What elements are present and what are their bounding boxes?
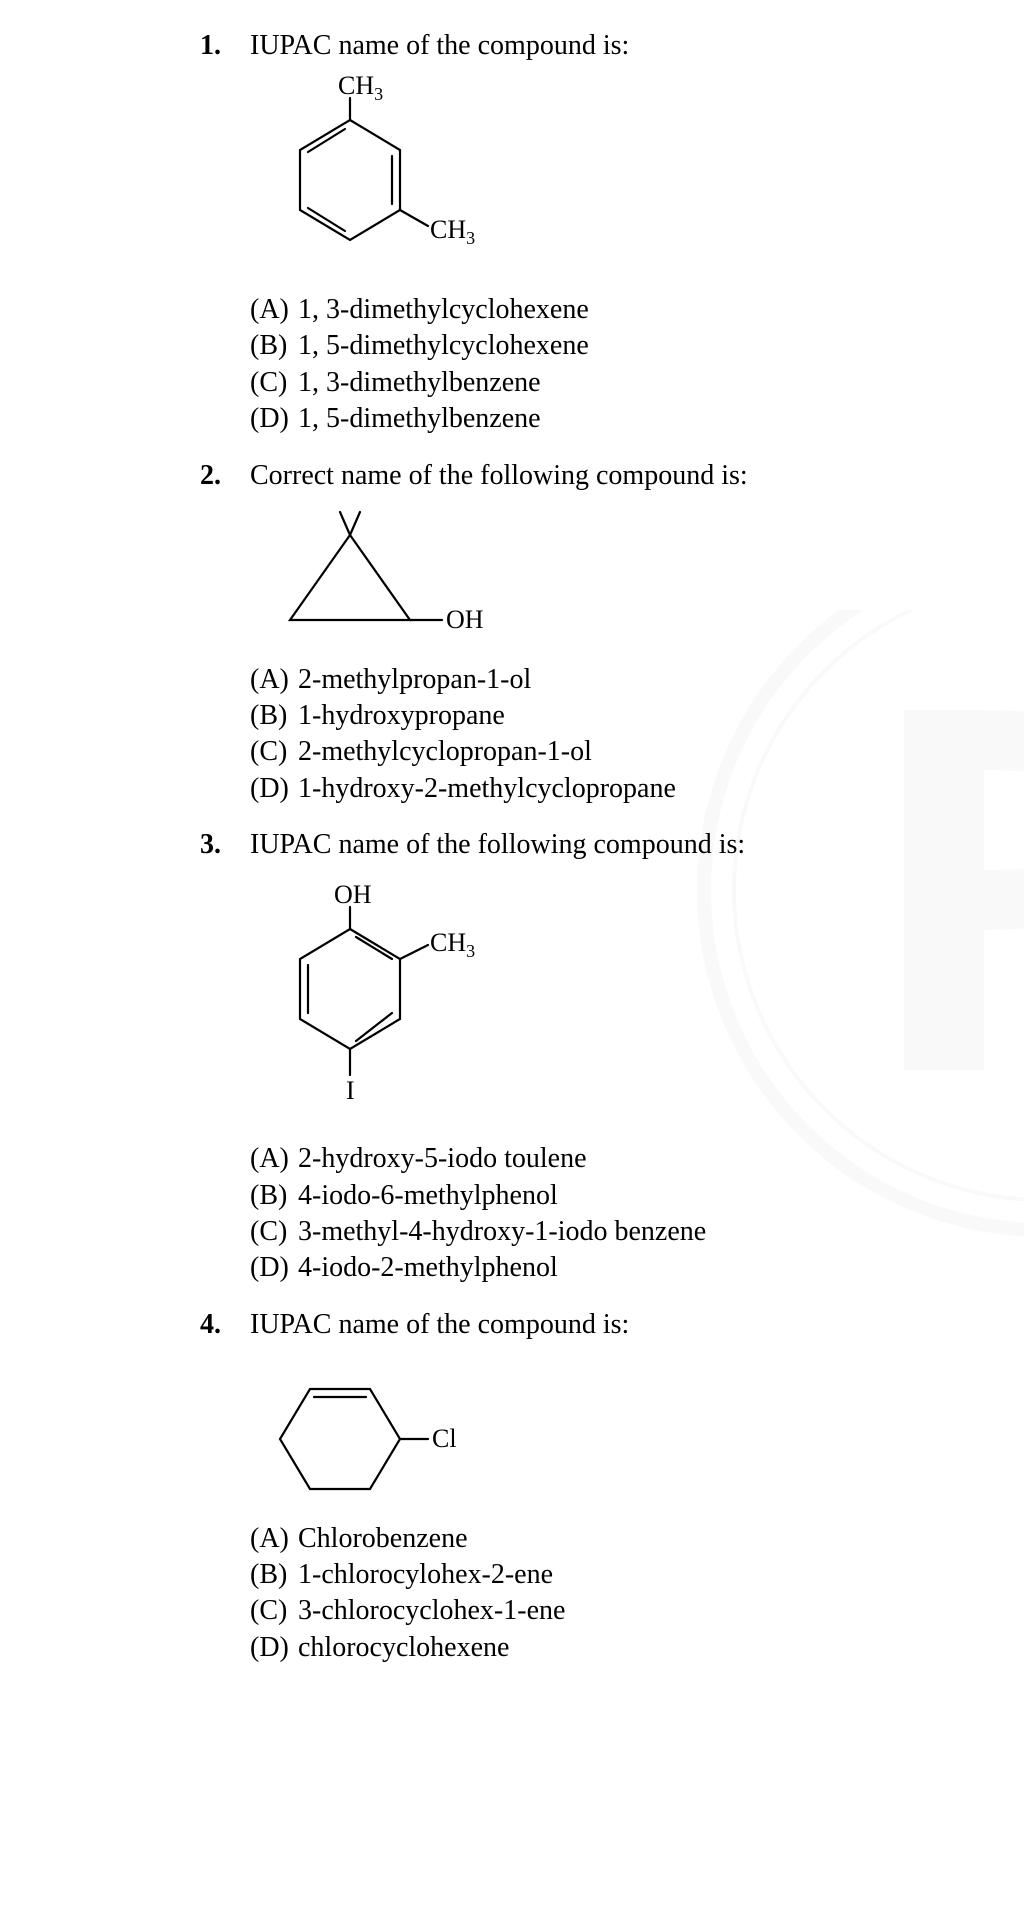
svg-text:Cl: Cl (432, 1424, 457, 1453)
question-1: 1. IUPAC name of the compound is: (200, 30, 980, 438)
q1-opt-C: (C)1, 3-dimethylbenzene (250, 365, 980, 401)
q2-text: Correct name of the following compound i… (250, 460, 980, 492)
page-content: 1. IUPAC name of the compound is: (0, 0, 1020, 1748)
q4-opt-D: (D)chlorocyclohexene (250, 1630, 980, 1666)
svg-text:CH3: CH3 (430, 928, 475, 961)
q4-opt-B: (B)1-chlorocylohex-2-ene (250, 1557, 980, 1593)
q4-structure: Cl (250, 1349, 980, 1517)
q1-structure: CH3 CH3 (250, 70, 980, 288)
q3-number: 3. (200, 829, 250, 861)
question-4: 4. IUPAC name of the compound is: Cl (200, 1309, 980, 1667)
q2-opt-B: (B)1-hydroxypropane (250, 698, 980, 734)
svg-text:CH3: CH3 (338, 71, 383, 104)
svg-text:OH: OH (334, 880, 372, 909)
q1-opt-D: (D)1, 5-dimethylbenzene (250, 401, 980, 437)
svg-text:CH3: CH3 (430, 215, 475, 248)
q3-opt-B: (B)4-iodo-6-methylphenol (250, 1178, 980, 1214)
q1-text: IUPAC name of the compound is: (250, 30, 980, 62)
q1-opt-B: (B)1, 5-dimethylcyclohexene (250, 328, 980, 364)
question-3: 3. IUPAC name of the following compound … (200, 829, 980, 1287)
question-2: 2. Correct name of the following compoun… (200, 460, 980, 808)
q3-opt-C: (C)3-methyl-4-hydroxy-1-iodo benzene (250, 1214, 980, 1250)
q2-structure: OH (250, 500, 980, 658)
q2-number: 2. (200, 460, 250, 492)
q4-opt-C: (C)3-chlorocyclohex-1-ene (250, 1593, 980, 1629)
q2-opt-A: (A)2-methylpropan-1-ol (250, 662, 980, 698)
svg-text:OH: OH (446, 605, 484, 634)
q1-number: 1. (200, 30, 250, 62)
svg-text:I: I (346, 1076, 355, 1105)
q4-text: IUPAC name of the compound is: (250, 1309, 980, 1341)
q3-structure: OH CH3 I (250, 869, 980, 1137)
q4-number: 4. (200, 1309, 250, 1341)
q2-opt-C: (C)2-methylcyclopropan-1-ol (250, 734, 980, 770)
q4-opt-A: (A)Chlorobenzene (250, 1521, 980, 1557)
q1-opt-A: (A)1, 3-dimethylcyclohexene (250, 292, 980, 328)
q3-text: IUPAC name of the following compound is: (250, 829, 980, 861)
q3-opt-D: (D)4-iodo-2-methylphenol (250, 1250, 980, 1286)
q2-opt-D: (D)1-hydroxy-2-methylcyclopropane (250, 771, 980, 807)
q3-opt-A: (A)2-hydroxy-5-iodo toulene (250, 1141, 980, 1177)
